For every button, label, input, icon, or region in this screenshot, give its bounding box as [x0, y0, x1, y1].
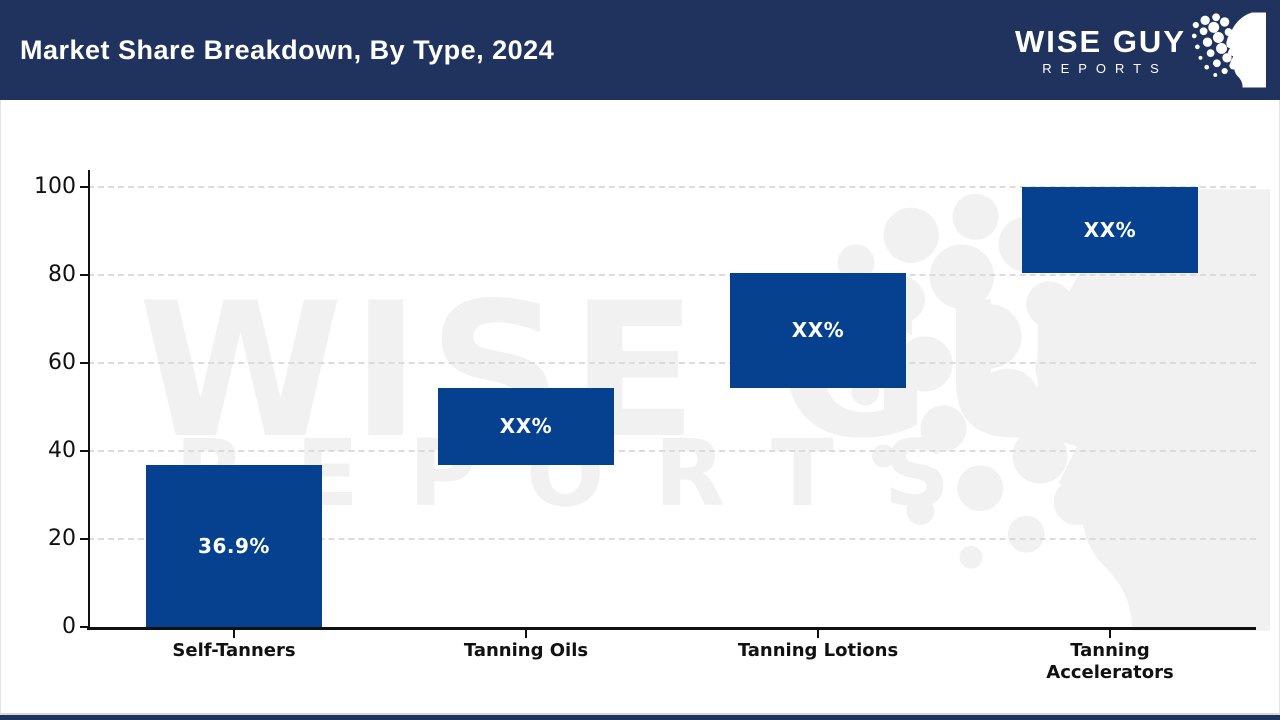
category-label: Tanning Oils — [463, 640, 589, 661]
x-tick — [1109, 630, 1111, 638]
y-tick — [80, 450, 88, 452]
x-tick — [817, 630, 819, 638]
gridline-60 — [88, 362, 1256, 364]
brand-name: WISE GUY — [1014, 23, 1186, 59]
y-tick-label: 40 — [48, 438, 76, 463]
y-tick — [80, 538, 88, 540]
y-tick-label: 60 — [48, 350, 76, 375]
chart-title: Market Share Breakdown, By Type, 2024 — [20, 34, 555, 65]
y-tick — [80, 362, 88, 364]
bar-tanning-accelerators: XX% — [1022, 187, 1198, 273]
gridline-40 — [88, 450, 1256, 452]
waterfall-chart: 0 20 40 60 80 100 36.9% Self-Tanners XX% Tanning … — [0, 100, 1280, 713]
brand-head-icon — [1191, 12, 1266, 88]
bar-value-label: XX% — [499, 414, 553, 439]
y-tick — [80, 626, 88, 628]
x-axis-line — [87, 627, 1256, 630]
footer-bar — [0, 713, 1280, 720]
gridline-80 — [88, 274, 1256, 276]
y-axis-line — [88, 170, 90, 628]
brand-logo: WISE GUY REPORTS — [1015, 8, 1266, 92]
gridline-100 — [88, 186, 1256, 188]
bar-value-label: XX% — [1083, 217, 1137, 242]
y-tick-label: 20 — [48, 526, 76, 551]
bar-value-label: XX% — [791, 318, 845, 343]
y-tick-label: 100 — [34, 174, 76, 199]
category-label: Self-Tanners — [172, 640, 296, 661]
bar-tanning-oils: XX% — [438, 388, 614, 465]
y-tick-label: 0 — [62, 614, 76, 639]
header-bar: Market Share Breakdown, By Type, 2024 WI… — [0, 0, 1280, 100]
x-tick — [233, 630, 235, 638]
bar-self-tanners: 36.9% — [146, 464, 322, 627]
category-label: Tanning Accelerators — [1046, 640, 1174, 683]
x-tick — [525, 630, 527, 638]
brand-logo-text: WISE GUY REPORTS — [1014, 23, 1186, 76]
bar-value-label: 36.9% — [198, 533, 270, 558]
y-tick — [80, 186, 88, 188]
y-tick-label: 80 — [48, 262, 76, 287]
brand-subname: REPORTS — [1042, 60, 1168, 76]
y-tick — [80, 274, 88, 276]
bar-tanning-lotions: XX% — [730, 272, 906, 389]
gridline-20 — [88, 538, 1256, 540]
category-label: Tanning Lotions — [737, 640, 899, 661]
